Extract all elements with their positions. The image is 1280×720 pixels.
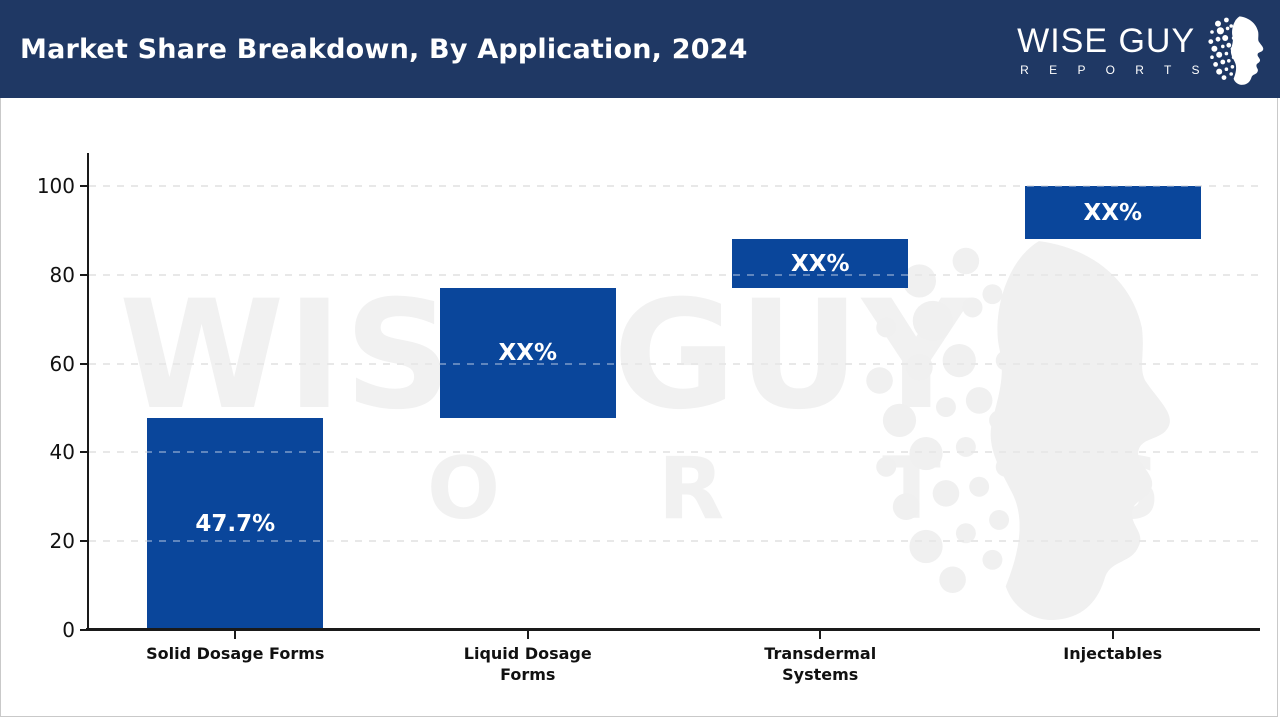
x-category-label-injectables: Injectables	[963, 643, 1263, 664]
gridline	[89, 273, 1259, 276]
y-tick-label: 60	[49, 351, 75, 376]
x-category-label-line: Liquid Dosage	[463, 644, 592, 663]
x-category-label-line: Forms	[500, 665, 556, 684]
bar-value-label: XX%	[498, 340, 557, 367]
logo-wordmark: WISE GUY	[1017, 21, 1196, 60]
y-tick-mark	[80, 362, 87, 365]
x-category-label-liquid-dosage-forms: Liquid Dosage Forms	[378, 643, 678, 685]
x-category-label-line: Injectables	[1063, 644, 1163, 663]
logo-text: WISE GUY R E P O R T S	[1017, 24, 1208, 77]
gridline-overlay	[89, 362, 1259, 365]
x-category-label-line: Systems	[782, 665, 859, 684]
x-category-label-transdermal-systems: Transdermal Systems	[670, 643, 970, 685]
y-tick-mark	[80, 185, 87, 187]
wiseguy-logo: WISE GUY R E P O R T S	[1017, 10, 1266, 90]
y-tick-label: 40	[49, 440, 75, 465]
y-tick-label: 80	[49, 262, 75, 287]
x-axis-line	[86, 628, 1260, 631]
gridline	[89, 185, 1259, 187]
header-bar: Market Share Breakdown, By Application, …	[0, 0, 1280, 98]
x-tick-mark	[234, 631, 237, 639]
x-tick-mark	[819, 631, 822, 639]
x-category-label-solid-dosage-forms: Solid Dosage Forms	[85, 643, 385, 664]
gridline-overlay	[89, 451, 1259, 454]
bar-solid-dosage-forms: 47.7%	[147, 418, 324, 630]
chart-title: Market Share Breakdown, By Application, …	[20, 33, 748, 65]
bar-transdermal-systems: XX%	[732, 239, 909, 289]
y-tick-mark	[80, 629, 87, 631]
x-tick-mark	[1111, 631, 1114, 639]
gridline-overlay	[89, 185, 1259, 187]
y-tick-mark	[80, 540, 87, 543]
x-tick-mark	[526, 631, 529, 639]
bar-injectables: XX%	[1024, 186, 1201, 240]
bar-value-label: XX%	[790, 250, 850, 277]
y-tick-mark	[80, 451, 87, 454]
bar-value-label: XX%	[1083, 199, 1142, 226]
gridline	[89, 451, 1259, 454]
chart-area: WISE GUY P O R T S 0 20 40 60 80 100 47.7% XX% X…	[0, 98, 1278, 717]
y-tick-mark	[80, 273, 87, 276]
bar-liquid-dosage-forms: XX%	[439, 288, 616, 419]
y-tick-label: 20	[49, 529, 75, 554]
x-category-label-line: Transdermal	[764, 644, 877, 663]
x-category-label-line: Solid Dosage Forms	[146, 644, 325, 663]
y-axis-line	[87, 153, 89, 631]
logo-subtext: R E P O R T S	[1020, 62, 1208, 77]
gridline-overlay	[89, 273, 1259, 276]
y-tick-label: 0	[62, 618, 75, 642]
gridline	[89, 540, 1259, 543]
y-tick-label: 100	[36, 174, 75, 198]
bar-value-label: 47.7%	[195, 511, 276, 538]
logo-face-icon	[1208, 16, 1264, 85]
gridline-overlay	[89, 540, 1259, 543]
gridline	[89, 362, 1259, 365]
